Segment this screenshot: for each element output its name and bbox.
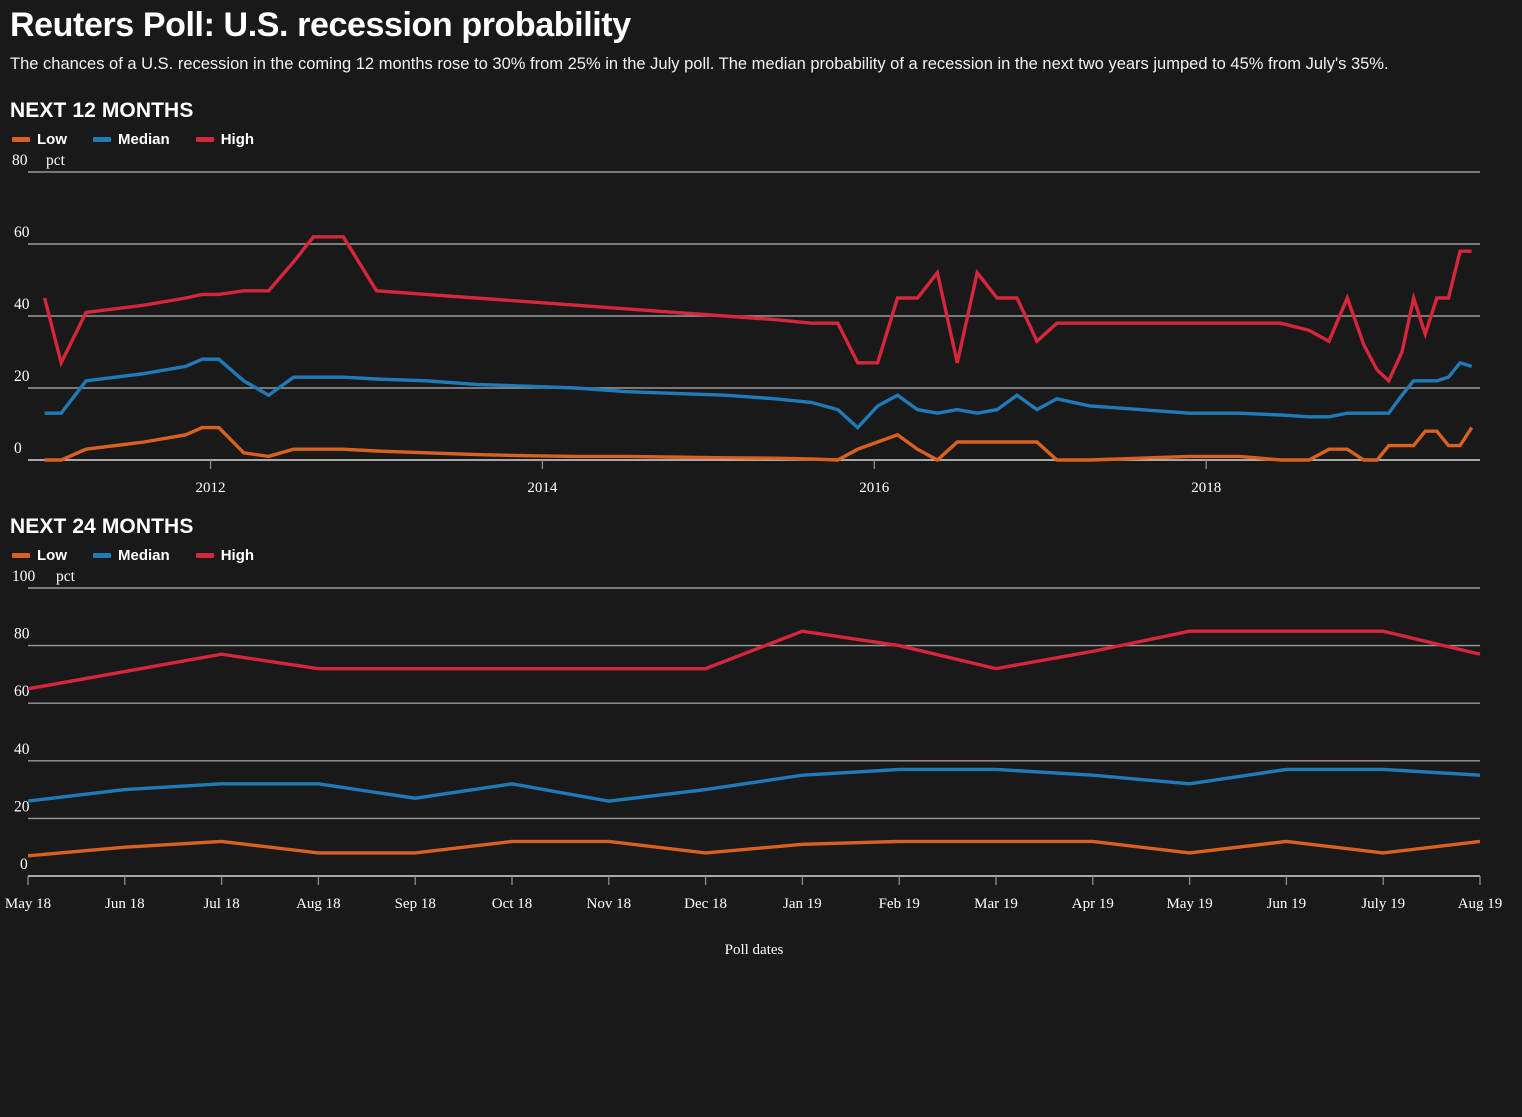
chart-next-12-months: 0 20 40 60 80 pct 2012 2014 2016 2018 xyxy=(0,150,1522,505)
chart2-xtick-label: Nov 18 xyxy=(587,896,632,912)
chart2-ytick-label: 80 xyxy=(14,625,30,642)
legend-item-median[interactable]: Median xyxy=(93,131,170,148)
chart1-series-low xyxy=(44,425,1474,462)
legend-item-high[interactable]: High xyxy=(195,131,255,149)
chart1-xtick-label: 2016 xyxy=(859,480,890,496)
chart2-svg: 0 20 40 60 80 100 pct May 18 Jun 18 Jul 18 Aug 18 S… xyxy=(5,568,1503,958)
legend-label-median: Median xyxy=(118,131,170,149)
chart1-xtick-label: 2014 xyxy=(527,480,558,496)
chart2-xtick-label: July 19 xyxy=(1361,896,1405,912)
page-subtitle: The chances of a U.S. recession in the c… xyxy=(10,55,1389,74)
chart2-xtick-label: Feb 19 xyxy=(879,896,920,912)
section-title-next-24-months: NEXT 24 MONTHS xyxy=(10,514,194,538)
legend-item-low[interactable]: Low xyxy=(12,131,67,148)
chart2-ytick-label: 100 xyxy=(12,568,36,585)
chart1-y-unit-label: pct xyxy=(46,152,66,169)
legend-item-high-2[interactable]: High xyxy=(195,547,255,565)
legend-item-low-2[interactable]: Low xyxy=(12,547,67,564)
chart2-axis-title: Poll dates xyxy=(725,942,784,958)
chart2-xtick-label: Jan 19 xyxy=(783,896,822,912)
legend-swatch-median-icon xyxy=(93,137,111,143)
chart2-xtick-label: May 18 xyxy=(5,896,51,912)
legend-swatch-low-icon xyxy=(12,553,30,559)
chart2-xtick-label: Aug 18 xyxy=(296,896,341,912)
legend-label-high-2: High xyxy=(220,547,255,565)
chart1-ytick-label: 40 xyxy=(14,296,30,313)
legend-swatch-median-icon xyxy=(93,553,111,559)
chart2-series-low xyxy=(27,839,1481,858)
section-next-24-months: NEXT 24 MONTHS Low Median High 0 20 40 60 80… xyxy=(0,515,1522,961)
chart1-ytick-label: 80 xyxy=(12,152,28,169)
chart2-xtick-label: Jul 18 xyxy=(203,896,239,912)
chart1-ytick-label: 20 xyxy=(14,368,30,385)
legend-chart2: Low Median High xyxy=(12,546,1522,566)
chart2-ytick-label: 20 xyxy=(14,798,30,815)
chart1-xtick-label: 2018 xyxy=(1191,480,1221,496)
chart2-series-median xyxy=(27,767,1481,803)
chart2-ytick-label: 60 xyxy=(14,683,30,700)
chart1-series-median xyxy=(44,357,1473,430)
chart2-xtick-label: Aug 19 xyxy=(1458,896,1503,912)
legend-item-median-2[interactable]: Median xyxy=(93,547,170,564)
chart2-xtick-label: May 19 xyxy=(1166,896,1212,912)
header: Reuters Poll: U.S. recession probability… xyxy=(0,0,1522,77)
legend-label-low-2: Low xyxy=(37,547,67,565)
chart2-ytick-label: 40 xyxy=(14,740,30,757)
chart2-xtick-label: Mar 19 xyxy=(974,896,1018,912)
chart1-xtick-label: 2012 xyxy=(196,480,226,496)
chart2-xtick-label: Oct 18 xyxy=(492,896,532,912)
section-title-next-12-months: NEXT 12 MONTHS xyxy=(10,98,194,122)
legend-swatch-high-icon xyxy=(195,137,214,143)
legend-chart1: Low Median High xyxy=(12,130,1522,150)
chart1-svg: 0 20 40 60 80 pct 2012 2014 2016 2018 xyxy=(12,152,1480,496)
legend-label-high: High xyxy=(220,131,255,149)
chart2-ytick-label: 0 xyxy=(20,856,28,873)
chart2-xtick-label: Sep 18 xyxy=(395,896,436,912)
chart2-xtick-label: Apr 19 xyxy=(1072,896,1114,912)
legend-label-low: Low xyxy=(37,131,67,149)
page-title: Reuters Poll: U.S. recession probability xyxy=(10,6,631,44)
chart2-y-unit-label: pct xyxy=(56,568,76,585)
chart2-series-high xyxy=(27,628,1481,690)
chart2-xtick-label: Jun 19 xyxy=(1267,896,1307,912)
chart1-series-high xyxy=(42,234,1472,384)
chart2-xtick-label: Dec 18 xyxy=(684,896,727,912)
chart1-ytick-label: 60 xyxy=(14,224,30,241)
chart2-xtick-label: Jun 18 xyxy=(105,896,145,912)
chart1-ytick-label: 0 xyxy=(14,440,22,457)
legend-swatch-low-icon xyxy=(12,137,30,143)
chart-next-24-months: 0 20 40 60 80 100 pct May 18 Jun 18 Jul 18 Aug 18 S… xyxy=(0,566,1522,961)
legend-swatch-high-icon xyxy=(195,553,214,559)
legend-label-median-2: Median xyxy=(118,547,170,565)
section-next-12-months: NEXT 12 MONTHS Low Median High 0 20 40 60 80… xyxy=(0,99,1522,505)
